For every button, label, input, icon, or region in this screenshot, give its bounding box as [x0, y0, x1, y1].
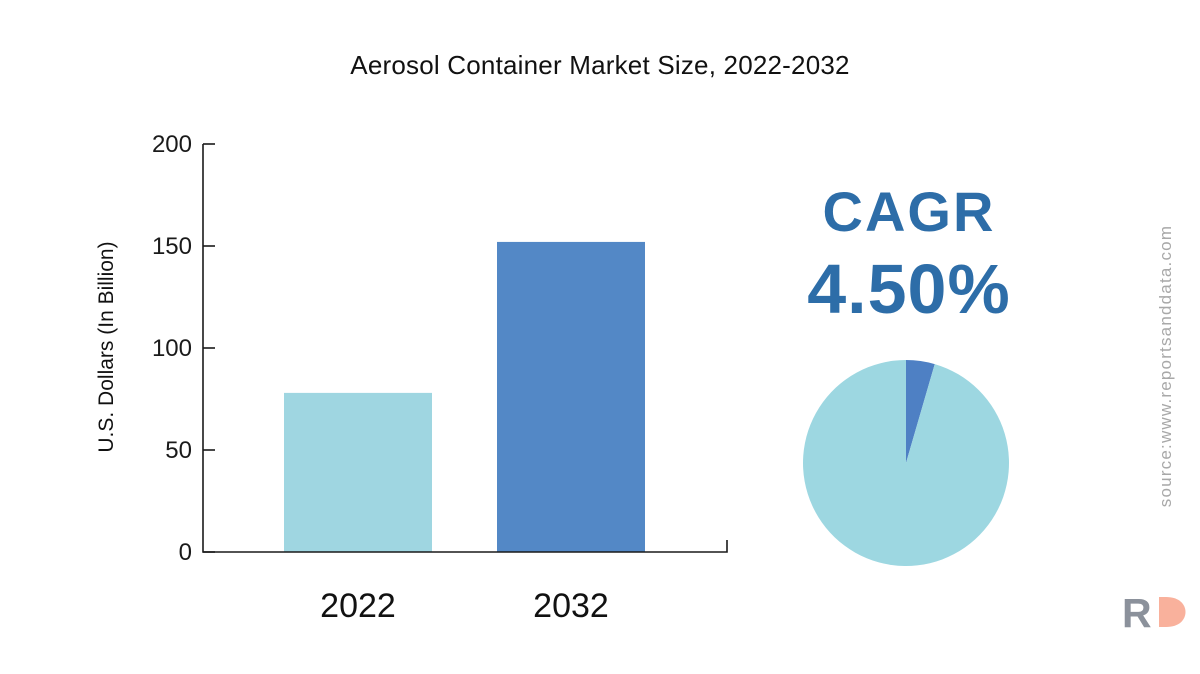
axis-frame	[202, 144, 728, 553]
cagr-label: CAGR	[822, 180, 996, 243]
bar-2032	[497, 241, 645, 553]
x-tick-label-2022: 2022	[320, 587, 396, 625]
reportsanddata-logo: R	[1122, 594, 1186, 634]
y-tick-label-150: 150	[152, 233, 192, 260]
y-tick-label-100: 100	[152, 335, 192, 362]
bar-2022	[284, 392, 432, 552]
cagr-block: CAGR 4.50%	[783, 180, 1035, 328]
y-tick-label-200: 200	[152, 131, 192, 158]
pie-slice-cagr	[906, 360, 935, 463]
source-note: source:www.reportsanddata.com	[1156, 224, 1175, 508]
logo-letter-r: R	[1122, 594, 1152, 634]
cagr-value: 4.50%	[807, 250, 1011, 328]
pie-chart	[803, 360, 1010, 566]
x-tick-label-2032: 2032	[533, 587, 609, 625]
logo-d-mark	[1159, 597, 1186, 627]
y-tick-label-0: 0	[179, 539, 192, 566]
bar-chart: 2022 2032 0 50 100 150 200	[152, 131, 728, 625]
chart-title: Aerosol Container Market Size, 2022-2032	[350, 50, 850, 80]
y-tick-label-50: 50	[165, 437, 192, 464]
pie-slice-remainder	[803, 360, 1010, 566]
y-axis-label: U.S. Dollars (In Billion)	[95, 241, 118, 453]
